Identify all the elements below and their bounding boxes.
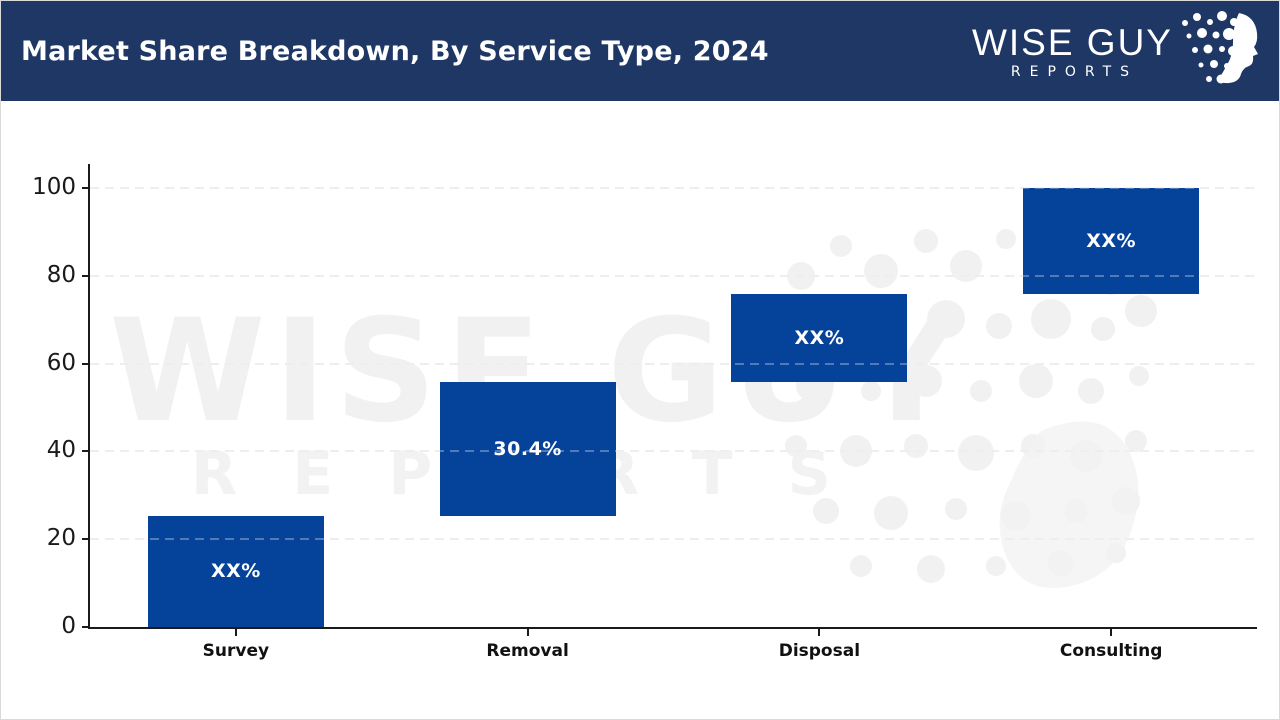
gridline-40 <box>90 450 1257 453</box>
xtick-mark-disposal <box>818 629 821 636</box>
gridline-20 <box>90 538 1257 541</box>
logo-text: WISE GUY REPORTS <box>972 24 1173 79</box>
category-label-removal: Removal <box>486 641 569 661</box>
header-bar: Market Share Breakdown, By Service Type,… <box>1 1 1279 101</box>
bar-value-label: 30.4% <box>493 438 562 461</box>
ytick-mark-100 <box>82 187 89 189</box>
ytick-mark-0 <box>82 626 89 628</box>
ytick-mark-20 <box>82 538 89 541</box>
x-axis-spine <box>88 627 1257 629</box>
category-label-survey: Survey <box>202 641 270 661</box>
y-axis-spine <box>88 164 90 629</box>
gridline-overlay-40 <box>90 450 1257 453</box>
gridline-overlay-20 <box>90 538 1257 541</box>
ytick-label-60: 60 <box>46 349 76 376</box>
logo-wiseguy-label: WISE GUY <box>971 21 1173 63</box>
category-label-consulting: Consulting <box>1059 641 1163 661</box>
xtick-mark-consulting <box>1110 629 1113 636</box>
category-label-disposal: Disposal <box>778 641 861 661</box>
gridline-100 <box>90 187 1257 189</box>
xtick-mark-survey <box>234 629 237 636</box>
bar-removal: 30.4% <box>439 382 616 516</box>
gridline-overlay-60 <box>90 362 1257 365</box>
gridline-overlay-100 <box>90 187 1257 189</box>
logo-reports-label: REPORTS <box>1010 63 1139 80</box>
chart-title: Market Share Breakdown, By Service Type,… <box>21 35 769 67</box>
bar-value-label: XX% <box>794 327 845 350</box>
xtick-mark-removal <box>526 629 529 636</box>
ytick-label-0: 0 <box>61 613 76 639</box>
bar-survey: XX% <box>147 515 324 627</box>
logo-dotface-icon <box>1182 11 1258 84</box>
ytick-label-100: 100 <box>32 174 76 200</box>
ytick-mark-40 <box>82 450 89 453</box>
bar-value-label: XX% <box>210 560 261 583</box>
gridline-overlay-80 <box>90 274 1257 277</box>
ytick-label-80: 80 <box>46 261 76 288</box>
bar-consulting: XX% <box>1023 188 1200 294</box>
ytick-label-20: 20 <box>46 525 76 552</box>
wise-guy-reports-logo: WISE GUY REPORTS <box>972 9 1263 93</box>
gridline-60 <box>90 362 1257 365</box>
ytick-mark-60 <box>82 362 89 365</box>
ytick-mark-80 <box>82 274 89 277</box>
ytick-label-40: 40 <box>46 437 76 464</box>
gridline-80 <box>90 274 1257 277</box>
bar-value-label: XX% <box>1086 229 1137 252</box>
bar-disposal: XX% <box>731 293 908 383</box>
